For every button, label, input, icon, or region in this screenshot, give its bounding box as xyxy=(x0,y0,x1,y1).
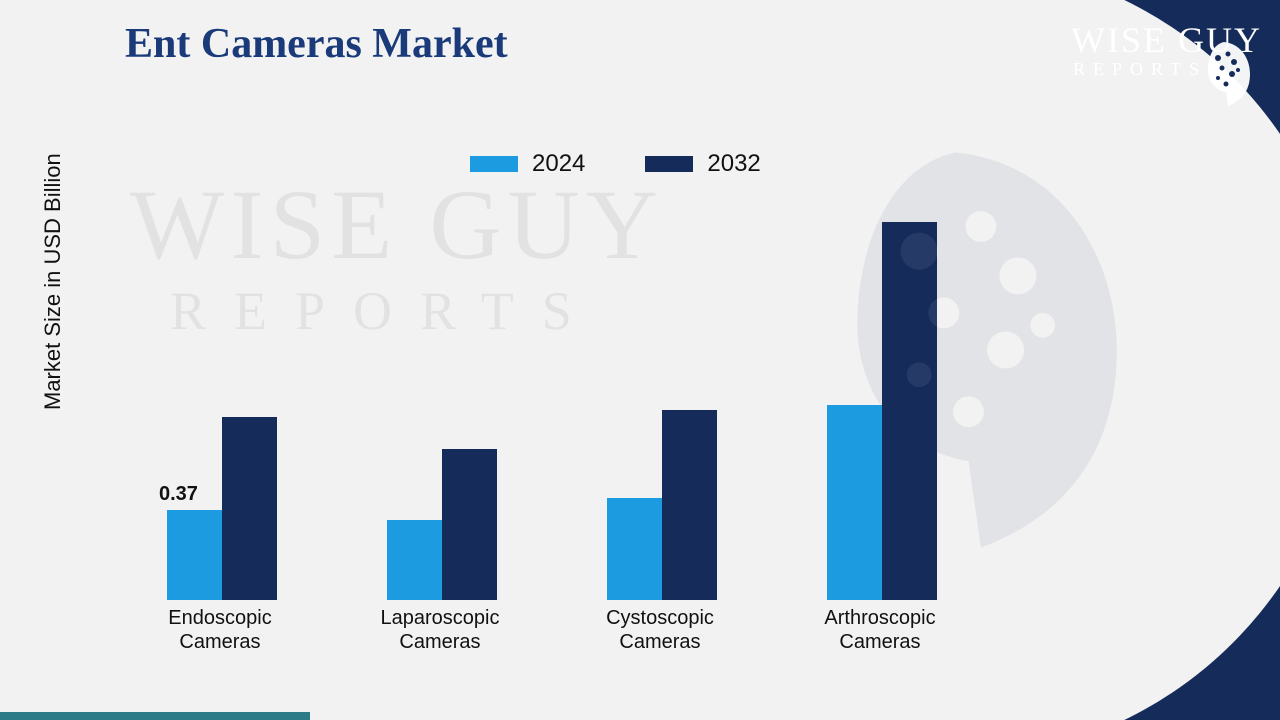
category-label: LaparoscopicCameras xyxy=(340,600,540,654)
brain-head-icon xyxy=(1194,40,1252,108)
accent-bar xyxy=(0,712,310,720)
y-axis-label: Market Size in USD Billion xyxy=(40,153,66,410)
bar-2032 xyxy=(222,417,277,600)
category-label: CystoscopicCameras xyxy=(560,600,760,654)
category-label: ArthroscopicCameras xyxy=(780,600,980,654)
bar-2032 xyxy=(662,410,717,600)
bar-2024 xyxy=(607,498,662,600)
watermark-head-icon xyxy=(770,140,1130,560)
bar-2032 xyxy=(442,449,497,600)
category-label: EndoscopicCameras xyxy=(120,600,320,654)
chart-title: Ent Cameras Market xyxy=(125,20,508,68)
bar-2024 xyxy=(167,510,222,600)
canvas: Ent Cameras Market WISE GUY REPORTS WISE… xyxy=(0,0,1280,720)
bar-2024 xyxy=(387,520,442,600)
brand-logo: WISE GUY REPORTS xyxy=(982,22,1262,78)
bar-value-label: 0.37 xyxy=(159,483,198,506)
